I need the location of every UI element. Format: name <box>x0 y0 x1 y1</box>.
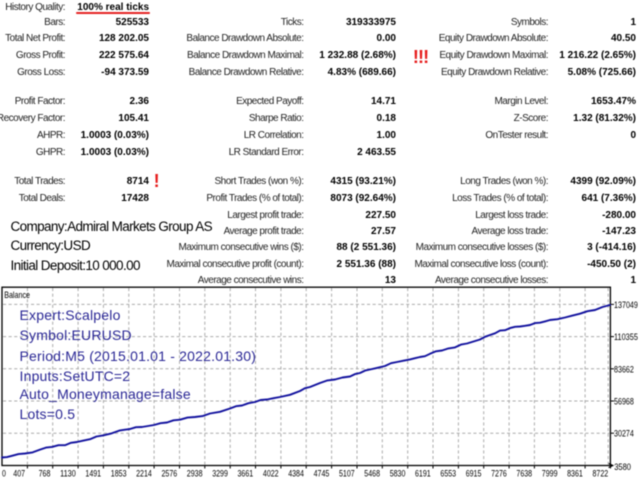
svg-text:6553: 6553 <box>440 469 456 479</box>
svg-text:2214: 2214 <box>136 469 152 479</box>
svg-text:56968: 56968 <box>614 397 634 407</box>
svg-text:83662: 83662 <box>614 364 634 374</box>
svg-text:6915: 6915 <box>466 469 482 479</box>
svg-text:407: 407 <box>13 469 25 479</box>
svg-text:0: 0 <box>2 469 6 479</box>
svg-text:1130: 1130 <box>60 469 76 479</box>
svg-text:5468: 5468 <box>364 469 380 479</box>
svg-text:4745: 4745 <box>314 469 330 479</box>
svg-text:30274: 30274 <box>614 429 634 439</box>
svg-text:Balance: Balance <box>4 290 30 300</box>
svg-text:4384: 4384 <box>288 469 304 479</box>
svg-text:4022: 4022 <box>263 469 279 479</box>
svg-text:1491: 1491 <box>85 469 101 479</box>
svg-text:5830: 5830 <box>390 469 406 479</box>
svg-text:3299: 3299 <box>212 469 228 479</box>
svg-text:2938: 2938 <box>187 469 203 479</box>
svg-text:768: 768 <box>39 469 51 479</box>
svg-text:3580: 3580 <box>614 462 631 472</box>
svg-text:110355: 110355 <box>614 332 638 342</box>
svg-text:7276: 7276 <box>491 469 507 479</box>
svg-text:2576: 2576 <box>162 469 178 479</box>
svg-text:5107: 5107 <box>339 469 355 479</box>
svg-text:137049: 137049 <box>614 300 638 310</box>
svg-text:8361: 8361 <box>567 469 583 479</box>
svg-text:3661: 3661 <box>238 469 254 479</box>
svg-text:7638: 7638 <box>516 469 532 479</box>
svg-text:6191: 6191 <box>415 469 431 479</box>
svg-text:8722: 8722 <box>593 469 609 479</box>
svg-text:1853: 1853 <box>111 469 127 479</box>
svg-text:7999: 7999 <box>542 469 558 479</box>
